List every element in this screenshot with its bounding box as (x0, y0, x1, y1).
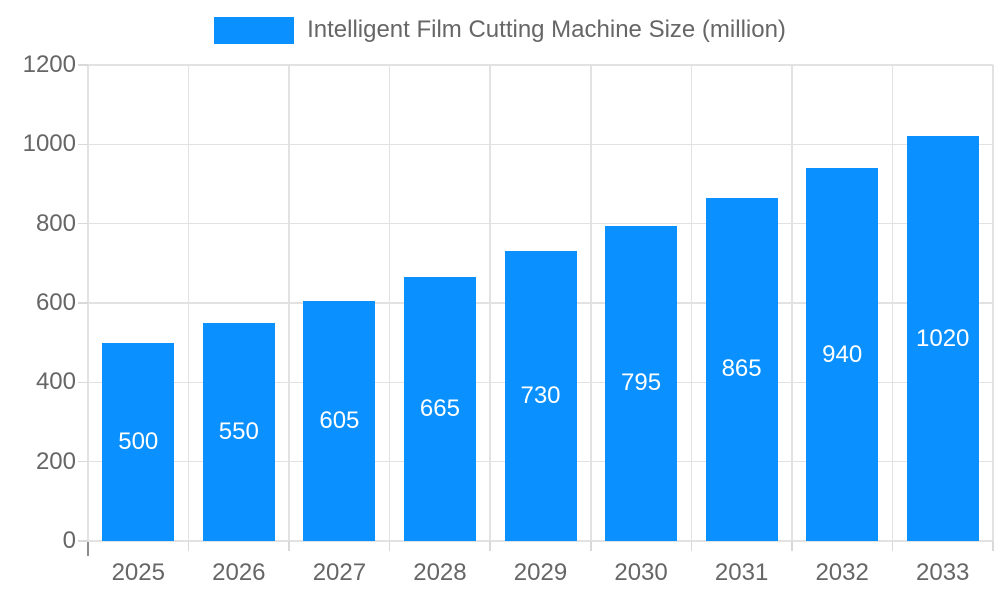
legend: Intelligent Film Cutting Machine Size (m… (0, 16, 1000, 44)
bar-value-label: 730 (520, 382, 561, 410)
y-axis-tick (78, 302, 88, 304)
gridline-vertical (690, 65, 693, 541)
bar[interactable] (806, 168, 879, 541)
bar-value-label: 1020 (916, 324, 970, 352)
gridline-horizontal (88, 222, 993, 225)
y-tick-label: 400 (35, 368, 76, 396)
gridline-vertical (590, 65, 592, 541)
bar[interactable] (102, 342, 175, 541)
bar-value-label: 500 (118, 427, 159, 455)
bar-value-label: 795 (621, 369, 662, 397)
gridline-horizontal (88, 143, 993, 146)
x-tick-label: 2031 (714, 559, 769, 586)
x-tick-label: 2028 (413, 559, 467, 586)
bar-value-label: 665 (419, 395, 460, 423)
x-axis-tick (791, 541, 793, 551)
bar-value-label: 940 (822, 340, 863, 368)
y-axis-tick (78, 64, 88, 66)
bar[interactable] (605, 225, 678, 541)
y-tick-label: 1000 (22, 130, 76, 158)
bar[interactable] (906, 136, 979, 541)
y-tick-label: 600 (35, 289, 76, 316)
x-axis-tick (891, 541, 894, 551)
y-axis-tick (78, 143, 88, 146)
y-tick-label: 800 (35, 209, 76, 237)
x-tick-label: 2032 (815, 559, 869, 586)
gridline-vertical (187, 65, 190, 541)
x-axis-tick (288, 541, 290, 551)
y-axis-tick (78, 460, 88, 463)
bar-value-label: 865 (721, 355, 762, 383)
bar[interactable] (504, 251, 577, 541)
gridline-vertical (87, 65, 89, 541)
bar[interactable] (202, 322, 275, 541)
x-tick-label: 2029 (513, 559, 568, 586)
bar[interactable] (303, 301, 376, 541)
y-tick-label: 200 (35, 447, 76, 475)
x-axis-tick (187, 541, 190, 551)
bar-value-label: 605 (319, 407, 360, 434)
gridline-vertical (791, 65, 793, 541)
x-axis-tick (590, 541, 592, 551)
gridline-vertical (992, 65, 994, 541)
y-axis-tick (78, 222, 88, 225)
gridline-horizontal (88, 64, 993, 66)
x-tick-label: 2026 (212, 559, 266, 586)
x-axis-tick (992, 541, 994, 551)
x-axis-tick (489, 541, 491, 551)
gridline-vertical (891, 65, 894, 541)
x-tick-label: 2033 (916, 559, 970, 586)
x-tick-label: 2030 (614, 559, 668, 586)
x-tick-label: 2025 (111, 559, 165, 586)
bar[interactable] (403, 277, 476, 541)
x-axis-tick (388, 541, 391, 551)
gridline-horizontal (88, 540, 993, 542)
gridline-vertical (288, 65, 290, 541)
y-tick-label: 0 (62, 527, 76, 554)
x-axis-tick (690, 541, 693, 551)
gridline-vertical (388, 65, 391, 541)
plot-area: 500 550 605 665 730 795 865 940 1020 (87, 64, 994, 542)
legend-label[interactable]: Intelligent Film Cutting Machine Size (m… (307, 16, 786, 43)
gridline-vertical (489, 65, 491, 541)
bar-value-label: 550 (218, 417, 259, 445)
x-tick-label: 2027 (312, 559, 367, 586)
bar[interactable] (705, 197, 778, 541)
y-axis-tick (78, 540, 88, 542)
y-axis-tick (78, 381, 88, 384)
y-tick-label: 1200 (22, 51, 76, 78)
legend-swatch[interactable] (214, 16, 295, 44)
